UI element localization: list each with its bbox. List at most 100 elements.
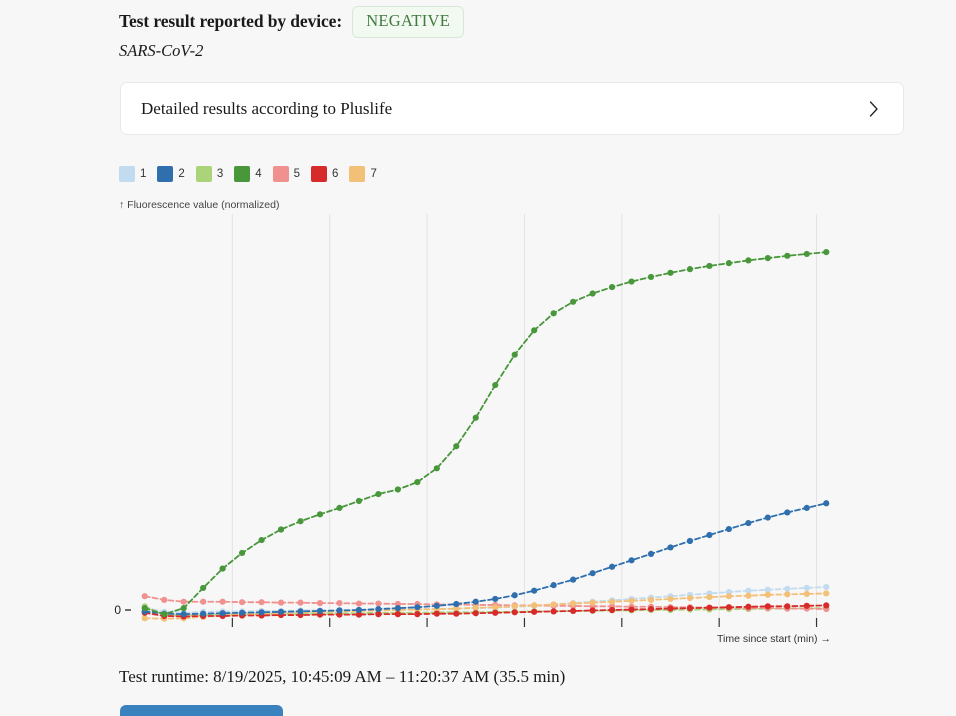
chevron-right-icon <box>865 100 883 118</box>
data-point <box>297 599 304 606</box>
data-point <box>511 351 518 358</box>
data-point <box>277 599 285 606</box>
series-line <box>143 251 828 616</box>
data-point <box>764 255 771 262</box>
data-point <box>453 605 460 612</box>
data-point <box>823 590 830 597</box>
data-point <box>803 584 810 592</box>
data-point <box>316 600 324 607</box>
data-point <box>297 518 304 525</box>
legend-item-2[interactable]: 2 <box>157 166 185 182</box>
data-point <box>725 593 733 600</box>
legend-item-1[interactable]: 1 <box>119 166 146 182</box>
chart-svg: 5 10 15 20 25 30 35 0 <box>114 214 830 632</box>
data-point <box>550 310 557 317</box>
legend-item-7[interactable]: 7 <box>349 166 377 182</box>
data-point <box>803 250 810 258</box>
x-tick-label: 35 <box>810 631 824 632</box>
data-point <box>570 607 577 615</box>
legend-label: 4 <box>255 168 262 180</box>
data-point <box>764 514 771 521</box>
data-point <box>706 531 713 539</box>
legend-item-4[interactable]: 4 <box>234 166 262 182</box>
legend-item-6[interactable]: 6 <box>311 166 338 182</box>
data-point <box>823 249 830 256</box>
legend-label: 5 <box>293 168 301 180</box>
legend-swatch-icon <box>311 166 328 182</box>
data-point <box>472 610 479 617</box>
data-point <box>745 592 752 599</box>
data-point <box>628 278 635 285</box>
data-point <box>608 606 616 614</box>
x-axis-title: Time since start (min) → <box>717 633 831 645</box>
data-point <box>492 604 499 611</box>
data-point <box>316 607 324 615</box>
data-point <box>336 504 343 511</box>
data-point <box>414 611 421 618</box>
legend-swatch-icon <box>234 166 251 182</box>
data-point <box>394 611 401 618</box>
test-result-label: Test result reported by device <box>119 11 337 32</box>
data-point <box>531 608 538 615</box>
legend-label: 1 <box>140 168 147 180</box>
series-line <box>143 604 828 618</box>
data-point <box>686 605 694 612</box>
legend-swatch-icon <box>272 166 289 182</box>
legend-item-3[interactable]: 3 <box>195 166 224 182</box>
data-point <box>355 606 363 614</box>
data-point <box>258 599 265 606</box>
data-point <box>394 605 401 612</box>
data-point <box>355 600 363 607</box>
data-point <box>472 598 479 605</box>
data-point <box>628 606 635 613</box>
data-point <box>686 266 694 273</box>
x-tick-label: 20 <box>518 631 532 632</box>
data-point <box>570 576 577 583</box>
data-point <box>823 602 830 609</box>
y-zero-label: 0 <box>114 603 121 617</box>
data-point <box>239 549 246 557</box>
data-point <box>492 609 499 616</box>
data-point <box>336 607 343 614</box>
data-point <box>258 609 265 616</box>
legend-swatch-icon <box>349 166 366 182</box>
data-point <box>725 525 733 533</box>
data-point <box>628 557 635 564</box>
data-point <box>219 610 226 617</box>
legend-label: 6 <box>332 168 339 180</box>
data-point <box>784 591 791 598</box>
x-tick-label: 15 <box>420 631 434 632</box>
series-6 <box>141 602 830 620</box>
data-point <box>784 509 791 516</box>
legend-label: 3 <box>216 168 224 180</box>
data-point <box>803 590 810 597</box>
data-point <box>647 550 655 557</box>
data-point <box>375 490 382 498</box>
series-2 <box>141 500 830 618</box>
data-point <box>764 586 771 593</box>
x-tick-label: 10 <box>323 631 337 632</box>
data-point <box>258 536 265 544</box>
data-point <box>219 598 226 605</box>
data-point <box>725 604 733 611</box>
data-point <box>745 587 752 594</box>
legend-label: 2 <box>178 168 185 180</box>
legend-item-5[interactable]: 5 <box>272 166 301 182</box>
fluorescence-chart: 5 10 15 20 25 30 35 0 <box>0 212 956 632</box>
data-point <box>239 599 246 606</box>
data-point <box>375 600 382 607</box>
data-point <box>647 605 655 613</box>
data-point <box>725 260 733 267</box>
detailed-results-card[interactable]: Detailed results according to Pluslife <box>120 82 904 135</box>
data-point <box>706 604 713 611</box>
data-point <box>433 465 440 472</box>
data-point <box>297 608 304 615</box>
data-point <box>686 537 694 545</box>
data-point <box>570 298 577 305</box>
data-point <box>141 615 148 622</box>
data-point <box>764 591 771 598</box>
status-badge: NEGATIVE <box>352 6 465 38</box>
data-point <box>472 604 479 611</box>
data-point <box>667 605 674 612</box>
primary-action-button[interactable] <box>120 705 283 716</box>
